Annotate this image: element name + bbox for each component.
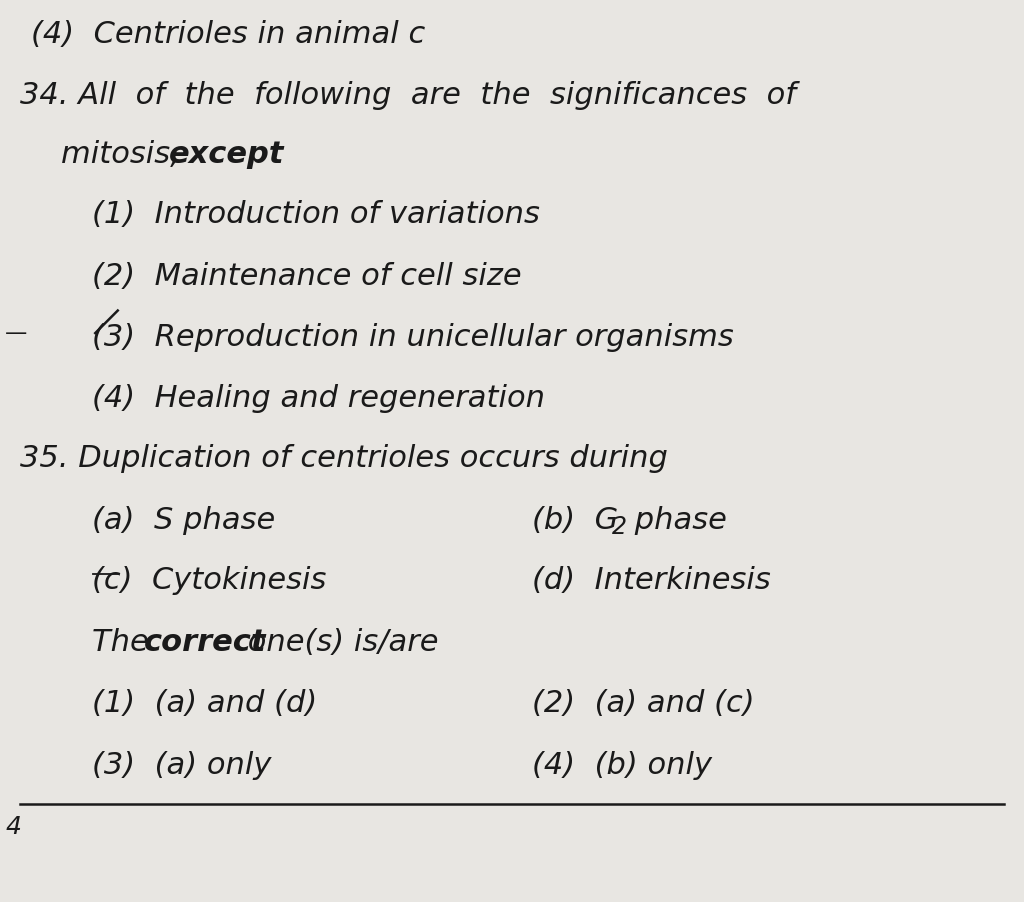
Text: (4)  (b) only: (4) (b) only (532, 750, 713, 779)
Text: (2)  Maintenance of cell size: (2) Maintenance of cell size (92, 262, 522, 290)
Text: The: The (92, 627, 159, 656)
Text: (2)  (a) and (c): (2) (a) and (c) (532, 688, 755, 717)
Text: (4)  Healing and regeneration: (4) Healing and regeneration (92, 383, 545, 412)
Text: 2: 2 (612, 514, 628, 538)
Text: (a)  S phase: (a) S phase (92, 505, 275, 534)
Text: (3)  (a) only: (3) (a) only (92, 750, 271, 779)
Text: 35. Duplication of centrioles occurs during: 35. Duplication of centrioles occurs dur… (20, 444, 669, 473)
Text: mitosis,: mitosis, (61, 140, 190, 169)
Text: phase: phase (625, 505, 726, 534)
Text: (b)  G: (b) G (532, 505, 618, 534)
Text: (c)  Cytokinesis: (c) Cytokinesis (92, 566, 327, 594)
Text: 4: 4 (5, 814, 22, 838)
Text: 34. All  of  the  following  are  the  significances  of: 34. All of the following are the signifi… (20, 81, 797, 110)
Text: one(s) is/are: one(s) is/are (238, 627, 438, 656)
Text: (1)  Introduction of variations: (1) Introduction of variations (92, 200, 540, 229)
Text: (d)  Interkinesis: (d) Interkinesis (532, 566, 771, 594)
Text: except: except (169, 140, 285, 169)
Text: (4)  Centrioles in animal c: (4) Centrioles in animal c (31, 20, 425, 49)
Text: —: — (5, 323, 28, 343)
Text: correct: correct (143, 627, 266, 656)
Text: (3)  Reproduction in unicellular organisms: (3) Reproduction in unicellular organism… (92, 323, 734, 352)
Text: (1)  (a) and (d): (1) (a) and (d) (92, 688, 317, 717)
